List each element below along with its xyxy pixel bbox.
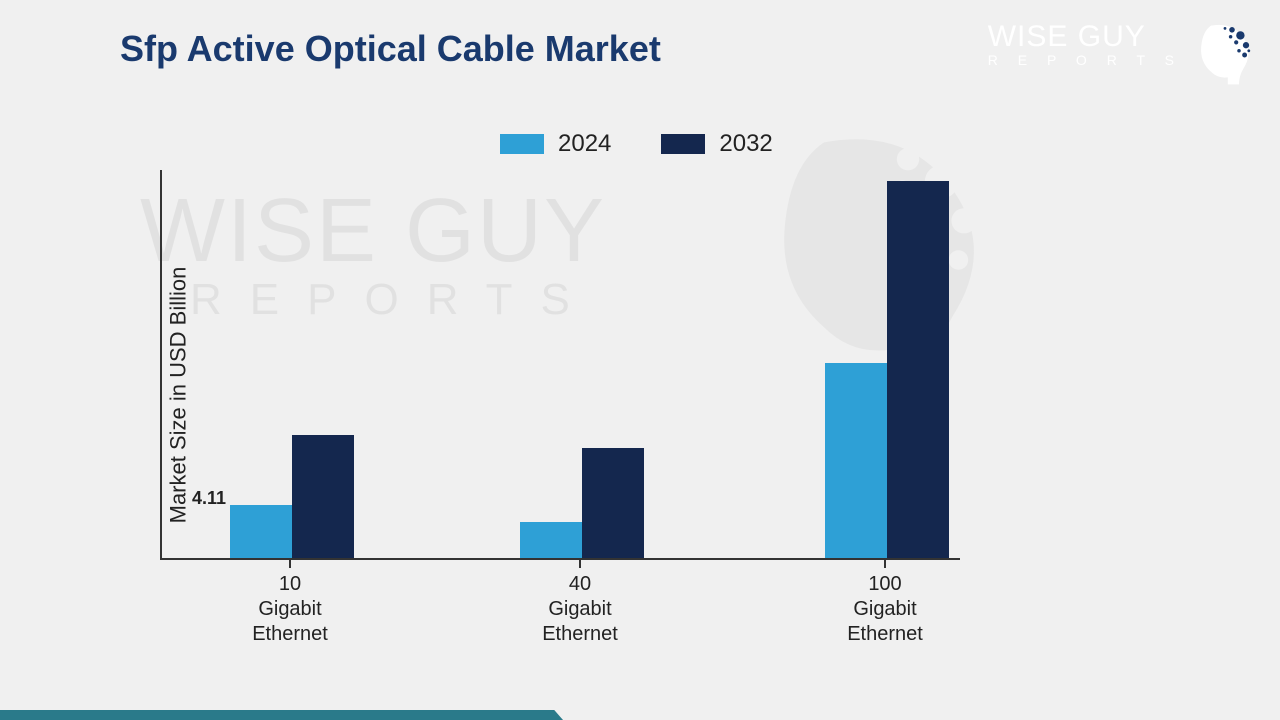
brand-line2: R E P O R T S [988,52,1182,68]
bar [825,363,887,558]
bar [887,181,949,558]
brand-head-icon [1190,20,1260,90]
bar-value-label: 4.11 [182,488,226,509]
plot-area: 4.11 [160,170,960,560]
legend-item-2024: 2024 [500,130,611,158]
legend-swatch-2032 [661,134,705,154]
bar [520,522,582,558]
brand-logo: WISE GUY R E P O R T S [988,20,1260,90]
page-title: Sfp Active Optical Cable Market [120,28,661,70]
bar [230,505,292,558]
x-tick [884,560,886,568]
legend-label-2032: 2032 [719,130,772,158]
x-label: 100GigabitEthernet [820,572,950,647]
bar [292,435,354,559]
legend-swatch-2024 [500,134,544,154]
x-label: 10GigabitEthernet [225,572,355,647]
x-label: 40GigabitEthernet [515,572,645,647]
legend-item-2032: 2032 [661,130,772,158]
x-axis-labels: 10GigabitEthernet 40GigabitEthernet 100Gig… [160,566,960,656]
stage: WISE GUY R E P O R T S Sfp Active Optica… [0,0,1280,720]
bar [582,448,644,559]
x-tick [289,560,291,568]
brand-line1: WISE GUY [988,20,1182,54]
legend-label-2024: 2024 [558,130,611,158]
x-tick [579,560,581,568]
legend: 2024 2032 [500,130,773,158]
chart: Market Size in USD Billion 2024 2032 4.1… [60,130,960,660]
